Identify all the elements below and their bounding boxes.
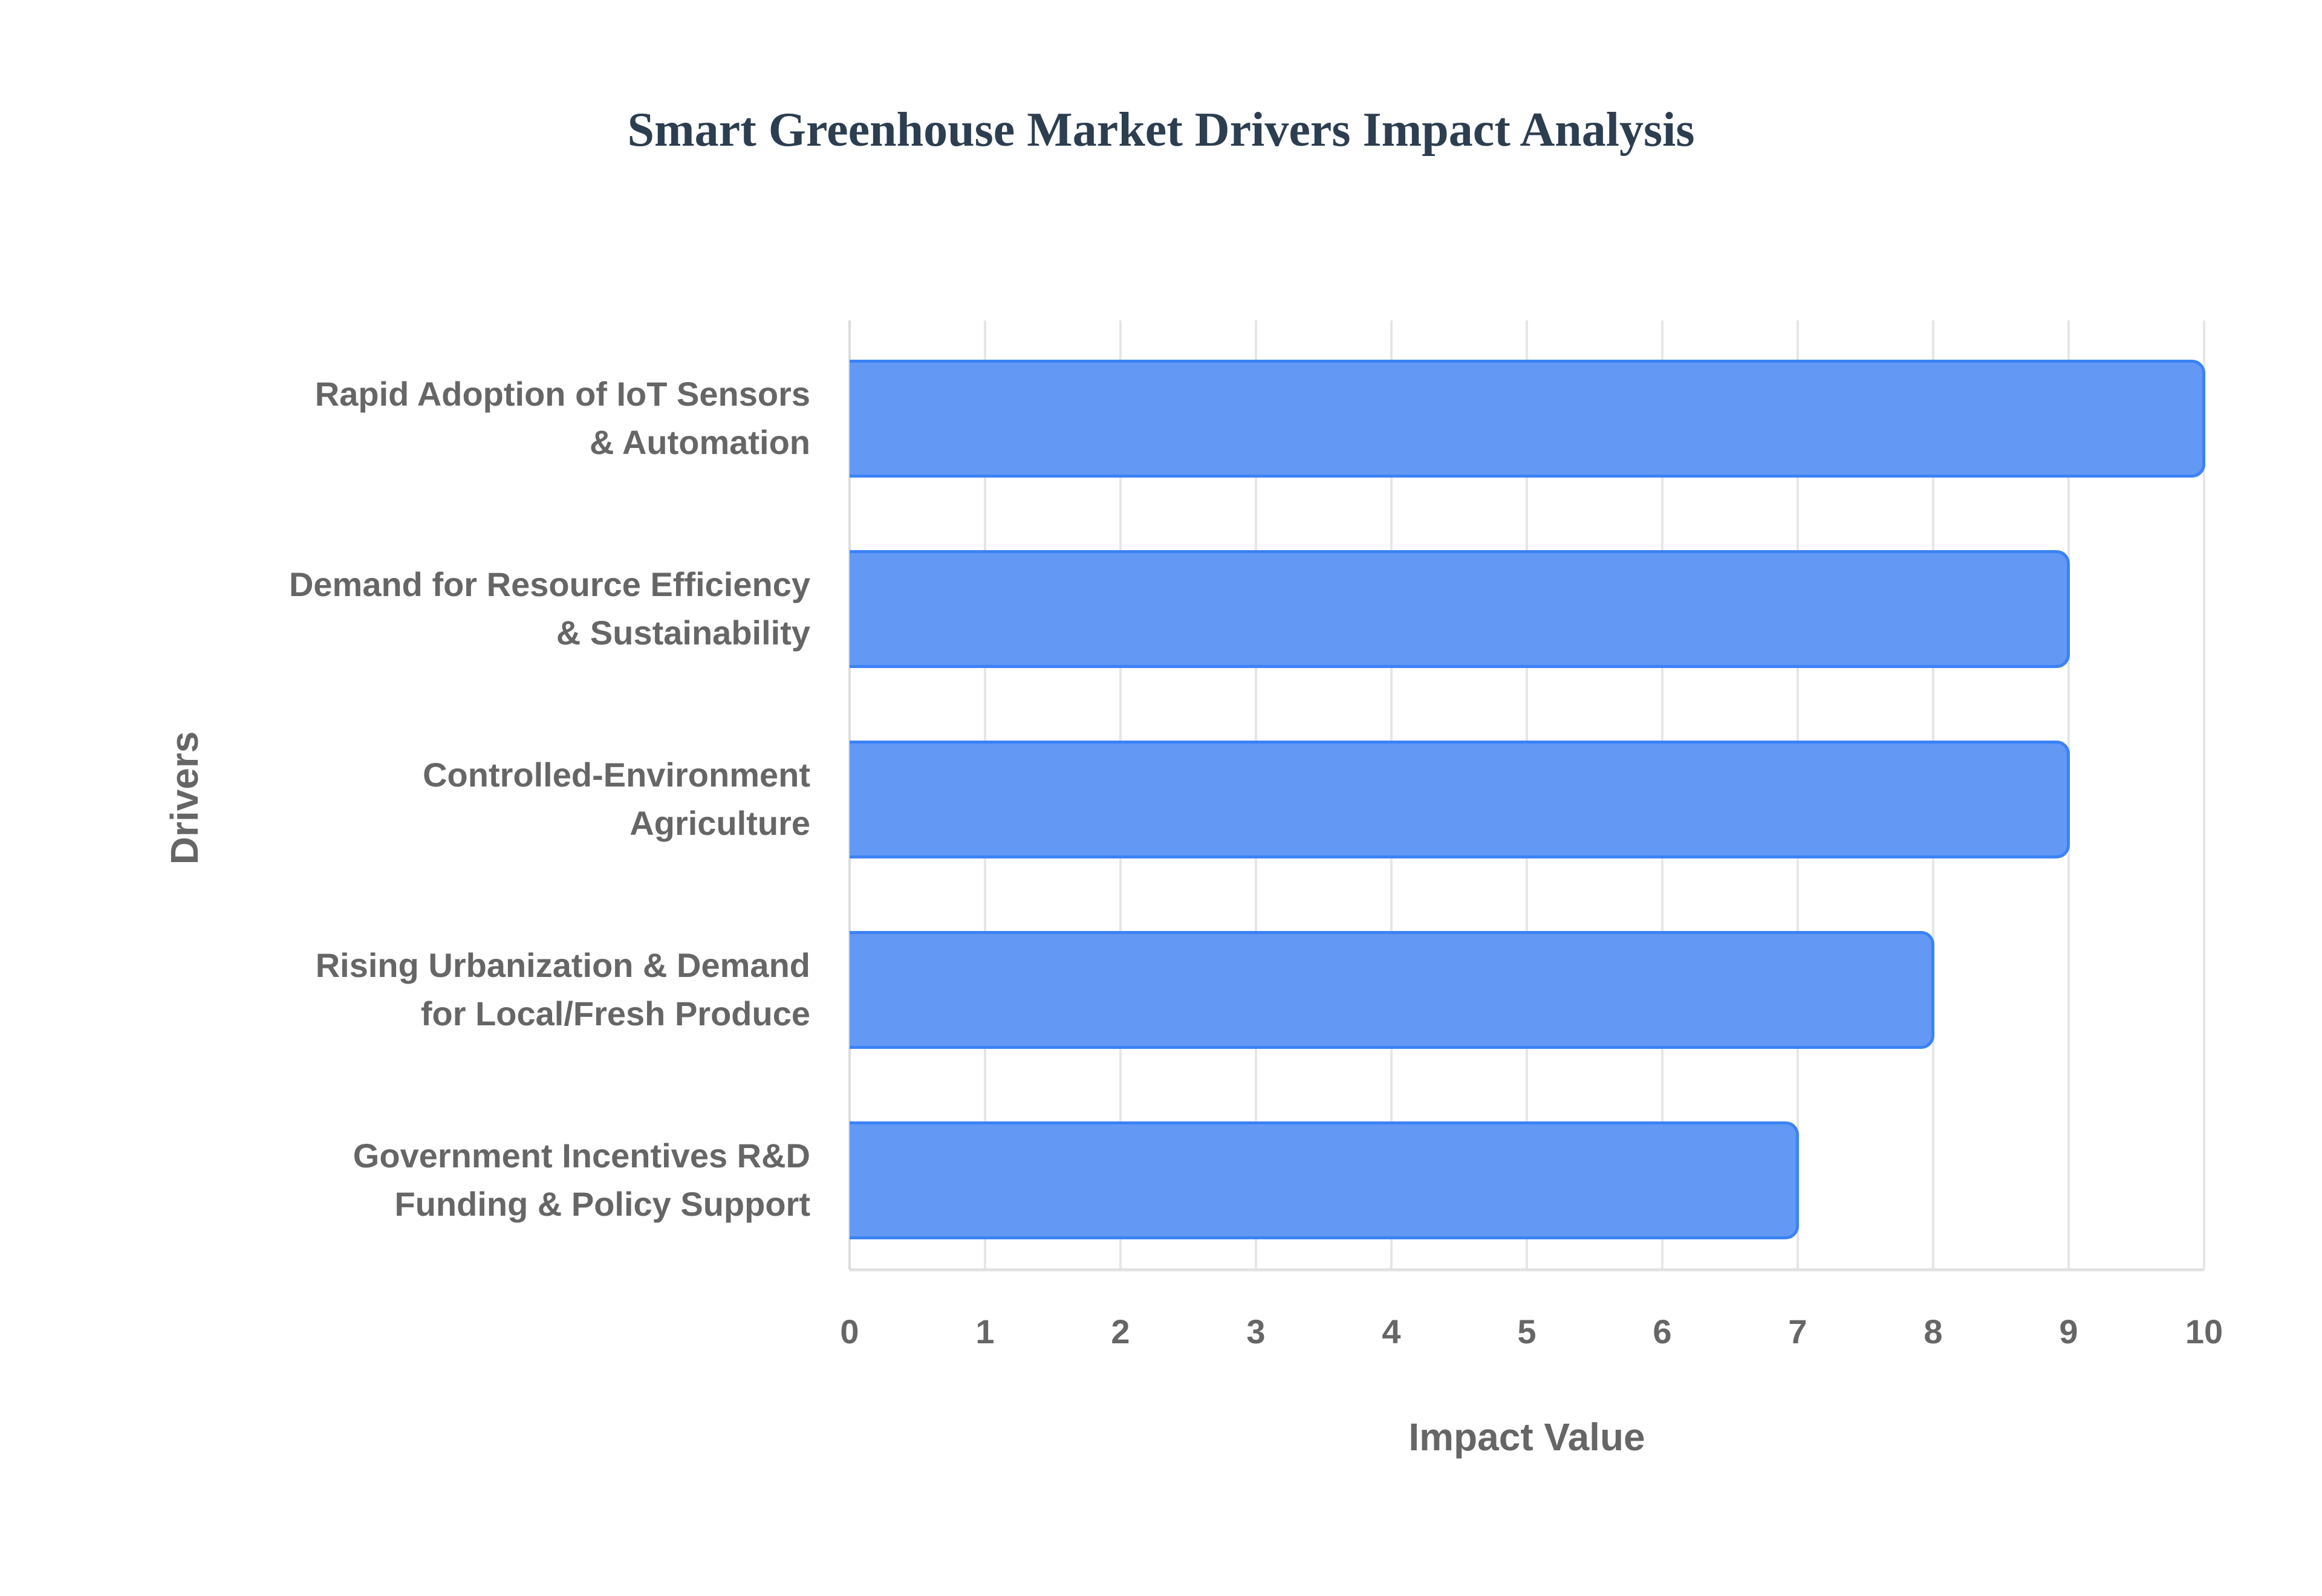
bar[interactable] <box>850 741 2070 858</box>
y-tick-label-line: Rapid Adoption of IoT Sensors <box>314 375 810 413</box>
x-axis-line <box>850 1268 2204 1271</box>
y-tick-label-line: & Sustainability <box>556 614 810 652</box>
x-tick-label: 6 <box>1653 1312 1672 1351</box>
x-tick-label: 8 <box>1924 1312 1943 1351</box>
y-tick-label-line: Controlled-Environment <box>423 756 810 794</box>
y-tick-label: Rising Urbanization & Demand for Local/F… <box>145 941 810 1038</box>
x-tick-label: 5 <box>1517 1312 1537 1351</box>
x-tick-label: 7 <box>1788 1312 1807 1351</box>
y-tick-label-line: for Local/Fresh Produce <box>420 994 810 1033</box>
y-tick-label-line: Funding & Policy Support <box>394 1185 810 1223</box>
x-tick-label: 10 <box>2185 1312 2223 1351</box>
y-tick-label-line: & Automation <box>590 423 810 461</box>
bar[interactable] <box>850 931 1934 1049</box>
bar[interactable] <box>850 360 2205 478</box>
bar[interactable] <box>850 550 2070 668</box>
x-axis-title: Impact Value <box>1408 1415 1645 1459</box>
plot-area <box>848 320 2205 1271</box>
y-tick-label-line: Agriculture <box>629 804 810 842</box>
y-tick-label: Rapid Adoption of IoT Sensors & Automati… <box>145 370 810 467</box>
y-tick-label-line: Government Incentives R&D <box>353 1137 810 1175</box>
x-tick-label: 0 <box>840 1312 859 1351</box>
y-tick-label-line: Demand for Resource Efficiency <box>288 565 810 603</box>
y-tick-label: Controlled-Environment Agriculture <box>145 751 810 848</box>
chart-title: Smart Greenhouse Market Drivers Impact A… <box>627 103 1695 157</box>
x-tick-label: 3 <box>1246 1312 1266 1351</box>
y-tick-label: Demand for Resource Efficiency & Sustain… <box>145 560 810 657</box>
y-tick-label-line: Rising Urbanization & Demand <box>315 946 810 984</box>
bar[interactable] <box>850 1121 1799 1239</box>
y-tick-label: Government Incentives R&D Funding & Poli… <box>145 1132 810 1228</box>
gridline <box>2203 320 2205 1270</box>
x-tick-label: 2 <box>1111 1312 1130 1351</box>
x-tick-label: 4 <box>1382 1312 1401 1351</box>
x-tick-label: 9 <box>2059 1312 2078 1351</box>
x-tick-label: 1 <box>975 1312 995 1351</box>
